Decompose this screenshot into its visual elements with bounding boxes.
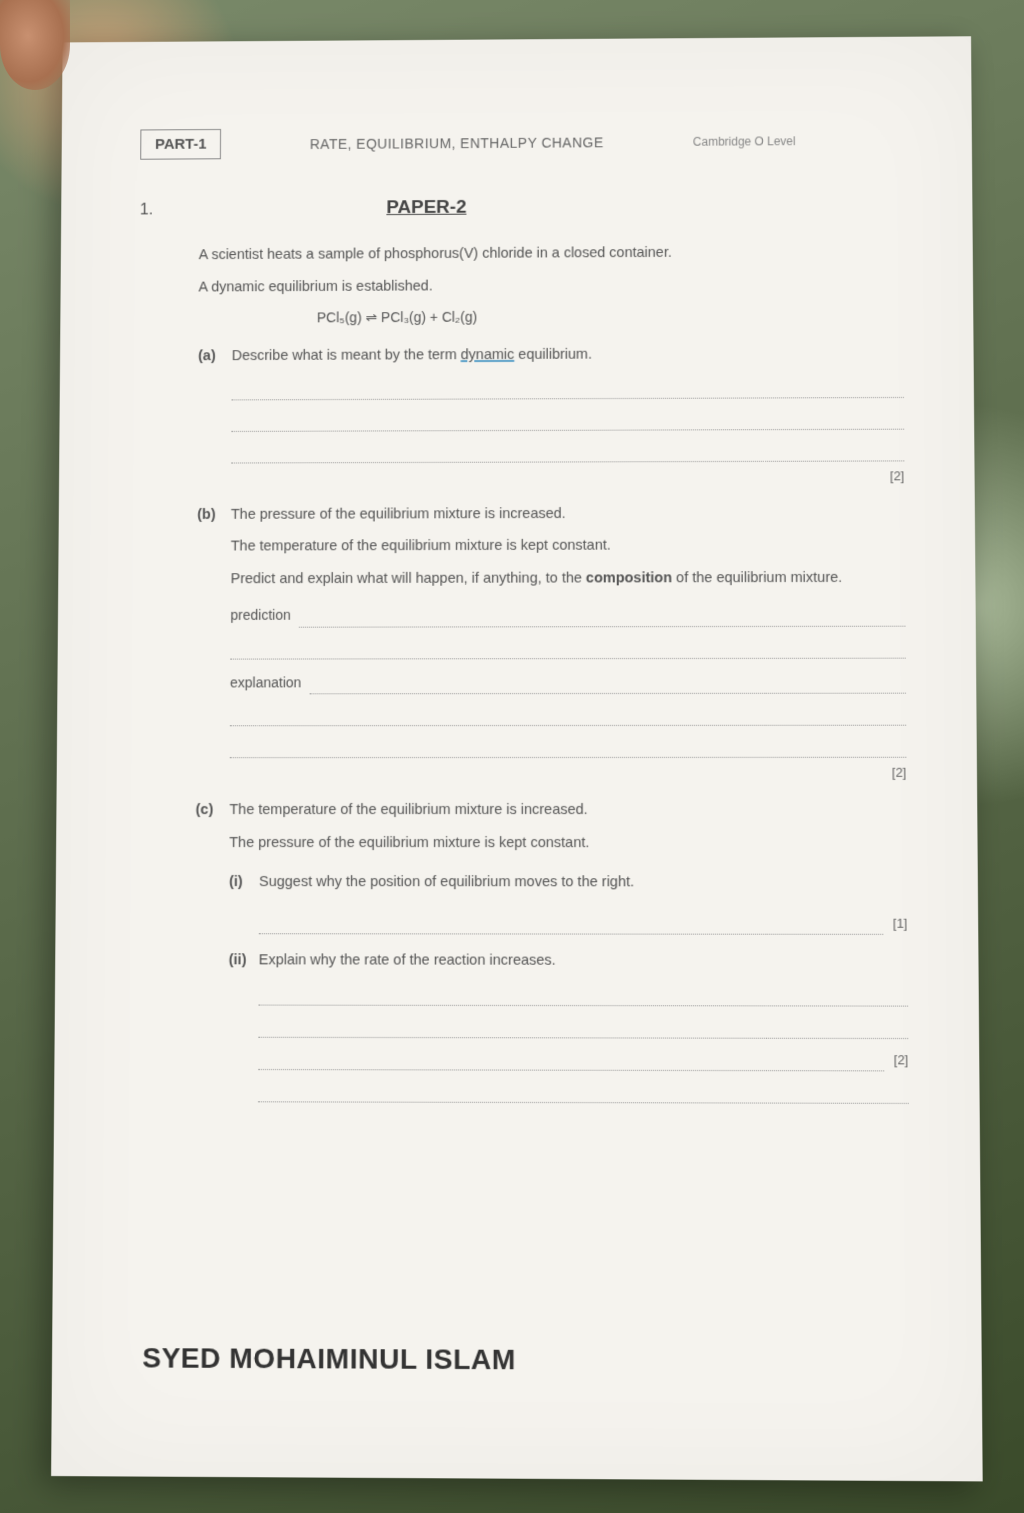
answer-line (231, 439, 904, 463)
explanation-row: explanation (230, 670, 906, 695)
part-a-text: Describe what is meant by the term dynam… (232, 342, 904, 369)
answer-line (258, 1080, 909, 1104)
part-c-label: (c) (194, 798, 230, 1102)
part-c-i-marks: [1] (893, 913, 908, 935)
question-heading-row: 1. PAPER-2 (140, 195, 903, 221)
header-row: PART-1 RATE, EQUILIBRIUM, ENTHALPY CHANG… (140, 125, 902, 160)
part-c-i-content: Suggest why the position of equilibrium … (259, 870, 908, 935)
prediction-label: prediction (230, 604, 290, 628)
part-a-marks: [2] (231, 465, 904, 489)
part-c-ii-text: Explain why the rate of the reaction inc… (259, 949, 908, 975)
part-b-line3-before: Predict and explain what will happen, if… (231, 571, 586, 588)
thumb-shadow (0, 0, 70, 90)
explanation-label: explanation (230, 671, 301, 695)
part-a-underlined: dynamic (461, 347, 515, 363)
question-body: A scientist heats a sample of phosphorus… (134, 240, 909, 1104)
prediction-row: prediction (230, 602, 905, 627)
answer-line (299, 608, 906, 627)
answer-line (259, 912, 883, 935)
answer-line (258, 1016, 908, 1039)
answer-line (230, 704, 906, 727)
part-c-content: The temperature of the equilibrium mixtu… (228, 798, 909, 1104)
answer-line (230, 736, 907, 758)
part-b-content: The pressure of the equilibrium mixture … (230, 501, 907, 785)
part-c-ii-line: [2] (258, 1038, 908, 1072)
part-b-line3-bold: composition (586, 570, 672, 586)
part-a-label: (a) (197, 344, 231, 489)
part-c-i: (i) Suggest why the position of equilibr… (229, 870, 908, 935)
part-b-line1: The pressure of the equilibrium mixture … (231, 501, 905, 527)
part-b-marks: [2] (230, 762, 907, 784)
part-c-ii-content: Explain why the rate of the reaction inc… (258, 949, 909, 1104)
footer-name: SYED MOHAIMINUL ISLAM (142, 1342, 516, 1376)
answer-line (231, 408, 904, 432)
part-c-ii-marks: [2] (894, 1049, 909, 1071)
part-box: PART-1 (140, 129, 221, 160)
part-a-content: Describe what is meant by the term dynam… (231, 342, 904, 489)
question-number: 1. (140, 201, 199, 219)
answer-line (231, 376, 903, 400)
answer-line (309, 676, 906, 695)
part-a-text-after: equilibrium. (514, 347, 592, 363)
equation: PCl₅(g) ⇌ PCl₃(g) + Cl₂(g) (198, 304, 903, 331)
part-c-ii: (ii) Explain why the rate of the reactio… (228, 949, 909, 1104)
part-a-text-before: Describe what is meant by the term (232, 347, 461, 364)
paper-title: PAPER-2 (386, 197, 466, 219)
intro-line-2: A dynamic equilibrium is established. (198, 272, 903, 300)
exam-level: Cambridge O Level (693, 134, 796, 148)
part-b-line3-after: of the equilibrium mixture. (672, 570, 842, 586)
part-c-i-line: [1] (259, 902, 908, 935)
part-a: (a) Describe what is meant by the term d… (197, 342, 904, 489)
subject-title: RATE, EQUILIBRIUM, ENTHALPY CHANGE (310, 134, 604, 151)
part-c: (c) The temperature of the equilibrium m… (194, 798, 909, 1104)
answer-line (230, 636, 905, 659)
part-c-ii-label: (ii) (228, 949, 259, 1103)
part-b-line2: The temperature of the equilibrium mixtu… (231, 533, 905, 559)
part-c-i-text: Suggest why the position of equilibrium … (259, 870, 907, 895)
answer-line (258, 983, 908, 1006)
part-c-line1: The temperature of the equilibrium mixtu… (229, 798, 906, 823)
part-b-label: (b) (196, 503, 231, 785)
part-b-line3: Predict and explain what will happen, if… (231, 566, 906, 592)
answer-line (258, 1048, 884, 1072)
exam-paper: PART-1 RATE, EQUILIBRIUM, ENTHALPY CHANG… (51, 36, 983, 1481)
part-c-line2: The pressure of the equilibrium mixture … (229, 831, 907, 856)
part-b: (b) The pressure of the equilibrium mixt… (196, 501, 907, 785)
intro-line-1: A scientist heats a sample of phosphorus… (199, 240, 903, 268)
part-c-i-label: (i) (229, 870, 259, 935)
